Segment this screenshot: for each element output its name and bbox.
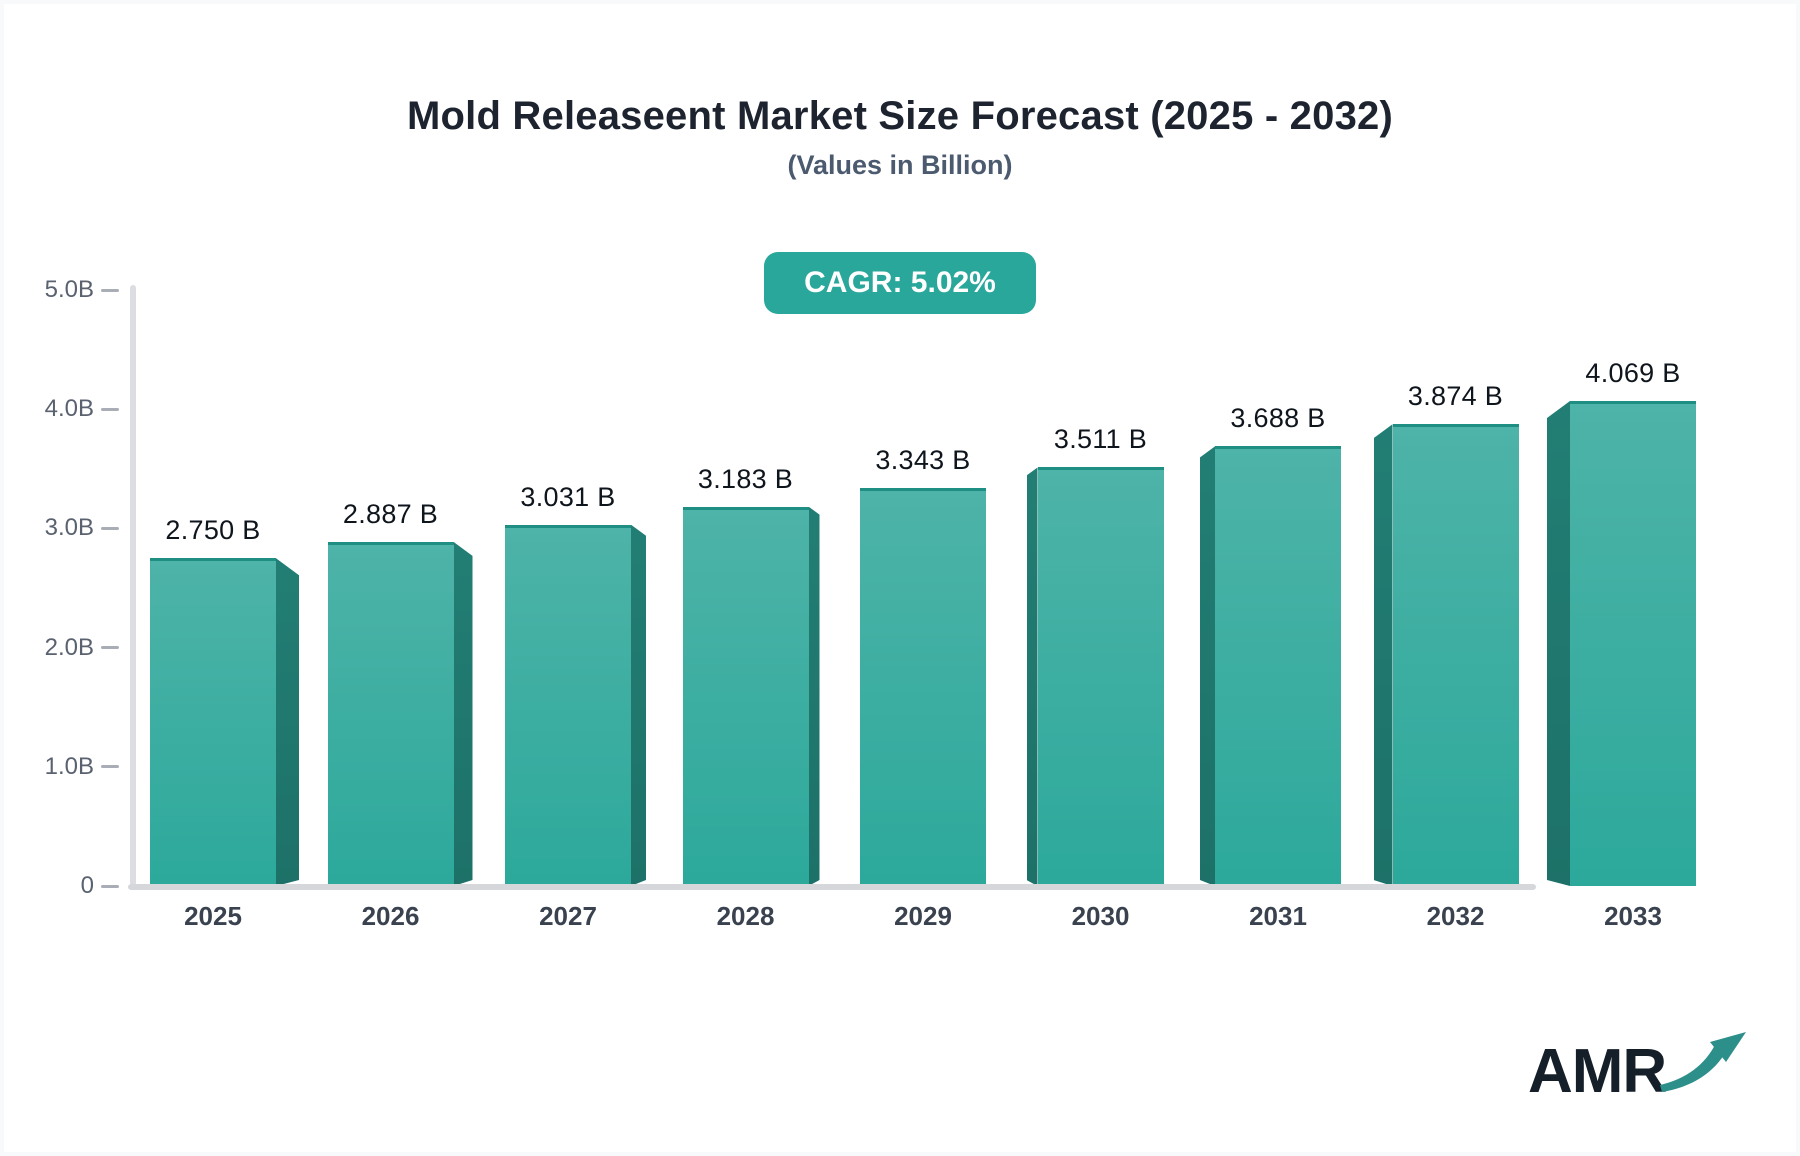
bar-face-2027 <box>505 524 631 886</box>
bar-value-label: 3.183 B <box>697 463 794 494</box>
bar-value-label: 3.874 B <box>1407 381 1504 412</box>
amr-logo: AMR <box>1528 1022 1788 1122</box>
x-axis-label: 2030 <box>1071 901 1130 931</box>
bar-value-label: 2.750 B <box>165 515 261 546</box>
y-tick-mark <box>101 765 119 769</box>
bar-face-2028 <box>682 506 809 886</box>
y-axis-label: 1.0B <box>44 752 94 780</box>
bar-side-face-2031 <box>1200 446 1215 886</box>
y-axis-line <box>130 285 136 886</box>
bar-side-face-2027 <box>631 525 646 886</box>
y-axis-label: 5.0B <box>44 276 94 303</box>
bar-face-2025 <box>150 558 276 886</box>
x-axis-label: 2033 <box>1604 901 1662 931</box>
bar-face-2029 <box>860 487 986 886</box>
y-tick-mark <box>101 526 119 530</box>
x-axis-label: 2032 <box>1426 901 1485 931</box>
y-tick-mark <box>101 884 119 888</box>
bar-face-2033 <box>1570 400 1696 886</box>
y-tick-mark <box>101 288 119 292</box>
bar-face-2032 <box>1392 424 1519 886</box>
bar-face-2030 <box>1037 467 1164 886</box>
y-axis-label: 4.0B <box>44 395 94 423</box>
cagr-badge: CAGR: 5.02% <box>764 252 1036 314</box>
y-axis-label: 3.0B <box>44 514 94 542</box>
y-tick-mark <box>101 646 119 650</box>
bar-value-label: 3.343 B <box>875 444 971 475</box>
bar-value-label: 3.031 B <box>520 481 616 512</box>
bar-side-face-2032 <box>1374 424 1393 886</box>
bar-value-label: 3.688 B <box>1230 403 1326 434</box>
x-axis-label: 2025 <box>184 901 242 931</box>
y-axis-label: 2.0B <box>44 633 94 661</box>
bar-side-face-2025 <box>276 558 299 886</box>
bar-side-face-2030 <box>1027 467 1038 886</box>
growth-arrow-icon <box>1660 1032 1747 1092</box>
chart-header: Mold Releaseent Market Size Forecast (20… <box>0 94 1800 314</box>
x-axis-label: 2028 <box>716 901 775 931</box>
chart-title: Mold Releaseent Market Size Forecast (20… <box>407 94 1393 138</box>
y-tick-mark <box>101 407 119 411</box>
x-axis-label: 2029 <box>894 901 952 931</box>
amr-logo-text: AMR <box>1528 1037 1667 1106</box>
bar-side-face-2033 <box>1547 401 1570 886</box>
bar-face-2031 <box>1215 446 1341 886</box>
x-axis-label: 2027 <box>539 901 597 931</box>
x-axis-label: 2031 <box>1249 901 1307 931</box>
bar-face-2026 <box>327 541 454 886</box>
x-axis-line <box>128 884 1536 890</box>
y-axis-label: 0 <box>80 872 94 899</box>
x-axis-label: 2026 <box>361 901 420 931</box>
bar-value-label: 4.069 B <box>1585 357 1681 388</box>
bar-side-face-2026 <box>454 542 473 886</box>
bar-value-label: 2.887 B <box>342 498 439 529</box>
bar-side-face-2028 <box>809 507 820 886</box>
chart-subtitle: (Values in Billion) <box>787 150 1013 180</box>
bar-value-label: 3.511 B <box>1053 424 1148 455</box>
